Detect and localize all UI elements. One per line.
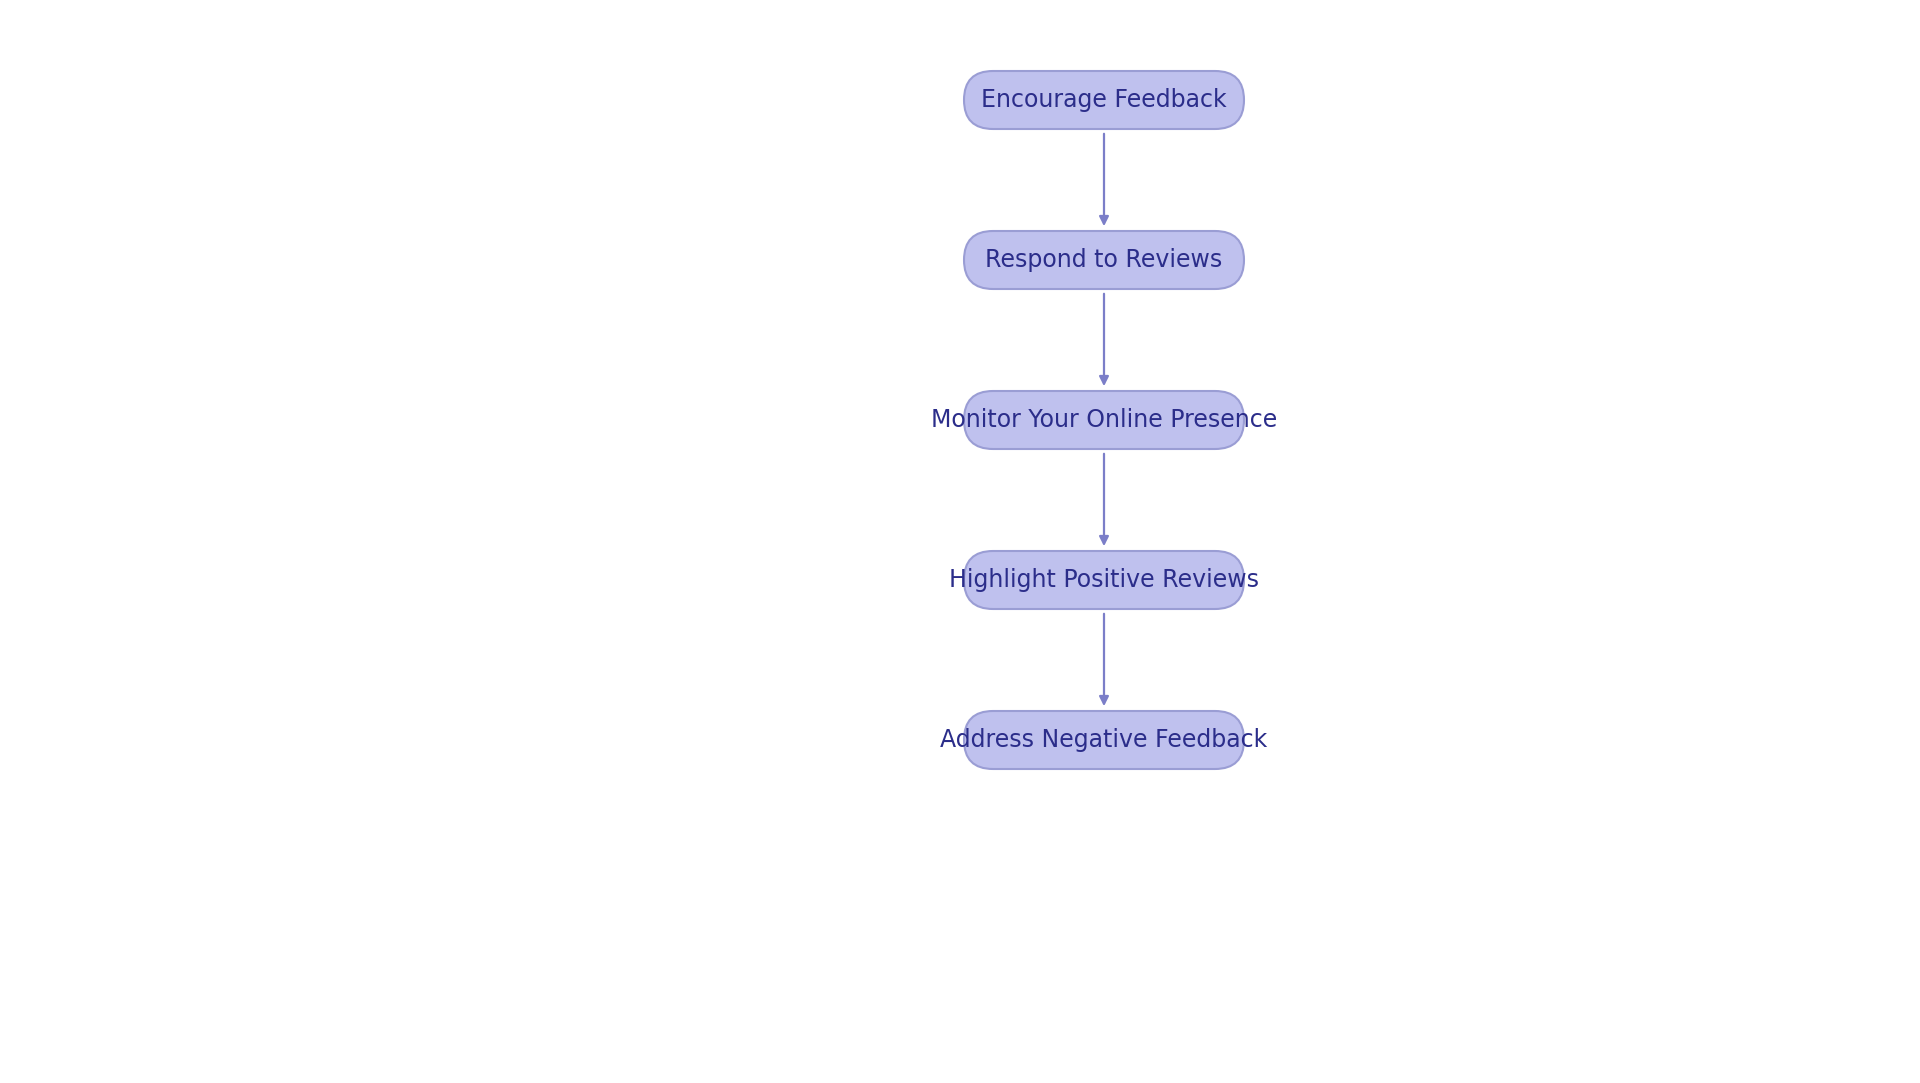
FancyBboxPatch shape <box>964 231 1244 289</box>
Text: Address Negative Feedback: Address Negative Feedback <box>941 728 1267 752</box>
Text: Highlight Positive Reviews: Highlight Positive Reviews <box>948 567 1260 592</box>
FancyBboxPatch shape <box>964 551 1244 609</box>
Text: Monitor Your Online Presence: Monitor Your Online Presence <box>931 408 1277 432</box>
Text: Respond to Reviews: Respond to Reviews <box>985 248 1223 272</box>
FancyBboxPatch shape <box>964 391 1244 449</box>
FancyBboxPatch shape <box>964 71 1244 129</box>
FancyBboxPatch shape <box>964 712 1244 769</box>
Text: Encourage Feedback: Encourage Feedback <box>981 88 1227 112</box>
